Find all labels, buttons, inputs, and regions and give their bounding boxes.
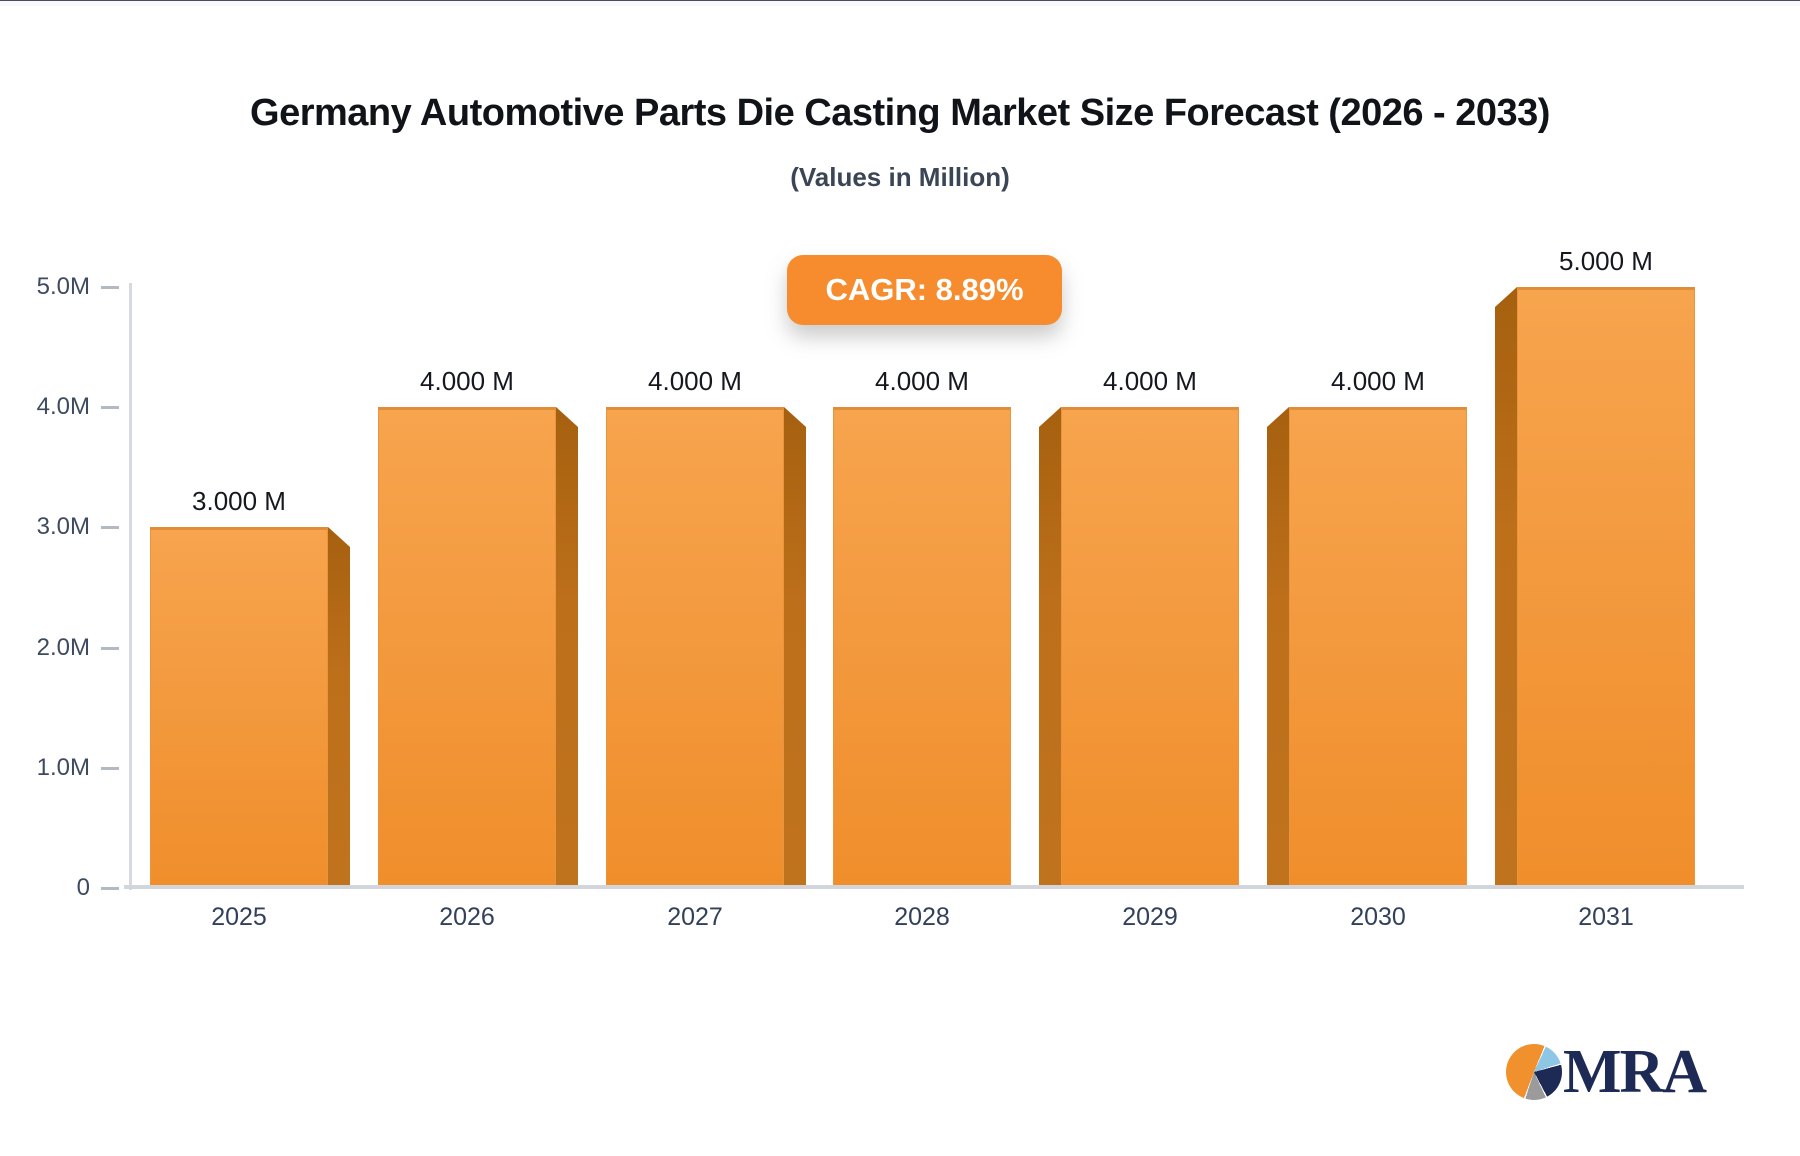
y-axis-tick-mark	[101, 766, 119, 770]
bar-2028[interactable]	[833, 407, 1011, 888]
y-axis-tick-label: 2.0M	[36, 633, 90, 661]
bar-value-label-2026: 4.000 M	[420, 366, 514, 396]
brand-name: MRA	[1563, 1038, 1707, 1106]
y-axis-line	[129, 283, 132, 890]
bar-3d-side-2029	[1039, 407, 1061, 888]
chart-title: Germany Automotive Parts Die Casting Mar…	[250, 92, 1550, 134]
bar-value-label-2031: 5.000 M	[1559, 246, 1653, 276]
y-axis-tick-mark	[101, 646, 119, 650]
y-axis-tick-mark	[101, 526, 119, 530]
y-axis-tick-label: 3.0M	[36, 513, 90, 541]
bar-2031[interactable]	[1517, 287, 1695, 888]
bar-3d-side-2031	[1495, 287, 1517, 888]
y-axis-tick-label: 0	[76, 874, 90, 901]
x-axis-label-2027: 2027	[667, 903, 723, 931]
bar-value-label-2030: 4.000 M	[1331, 366, 1425, 396]
window-top-edge	[0, 0, 1800, 6]
x-axis-label-2030: 2030	[1350, 903, 1406, 931]
y-axis-tick-label: 4.0M	[36, 393, 90, 421]
chart-subtitle: (Values in Million)	[790, 162, 1010, 192]
x-axis-label-2031: 2031	[1578, 903, 1634, 931]
cagr-badge: CAGR: 8.89%	[787, 255, 1062, 325]
bar-3d-side-2030	[1267, 407, 1289, 888]
bar-3d-side-2027	[784, 407, 806, 888]
y-axis-tick-label: 5.0M	[36, 273, 90, 300]
bar-3d-side-2025	[328, 527, 350, 888]
bar-2027[interactable]	[606, 407, 784, 888]
bar-2025[interactable]	[150, 527, 328, 888]
pie-chart-logo-icon	[1506, 1044, 1562, 1100]
bar-2026[interactable]	[378, 407, 556, 888]
x-axis-line	[124, 885, 1744, 889]
x-axis-label-2026: 2026	[439, 903, 495, 931]
bar-2029[interactable]	[1061, 407, 1239, 888]
bar-value-label-2025: 3.000 M	[192, 486, 286, 516]
x-axis-label-2029: 2029	[1122, 903, 1178, 931]
y-axis-tick-mark	[101, 286, 119, 289]
bar-3d-side-2026	[556, 407, 578, 888]
y-axis-tick-mark	[101, 887, 119, 890]
brand-logo: MRA	[1506, 1032, 1707, 1112]
bar-2030[interactable]	[1289, 407, 1467, 888]
bar-value-label-2029: 4.000 M	[1103, 366, 1197, 396]
bar-value-label-2027: 4.000 M	[648, 366, 742, 396]
bar-value-label-2028: 4.000 M	[875, 366, 969, 396]
y-axis-tick-label: 1.0M	[36, 753, 90, 781]
x-axis-label-2025: 2025	[211, 903, 267, 931]
y-axis-tick-mark	[101, 406, 119, 410]
x-axis-label-2028: 2028	[894, 903, 950, 931]
